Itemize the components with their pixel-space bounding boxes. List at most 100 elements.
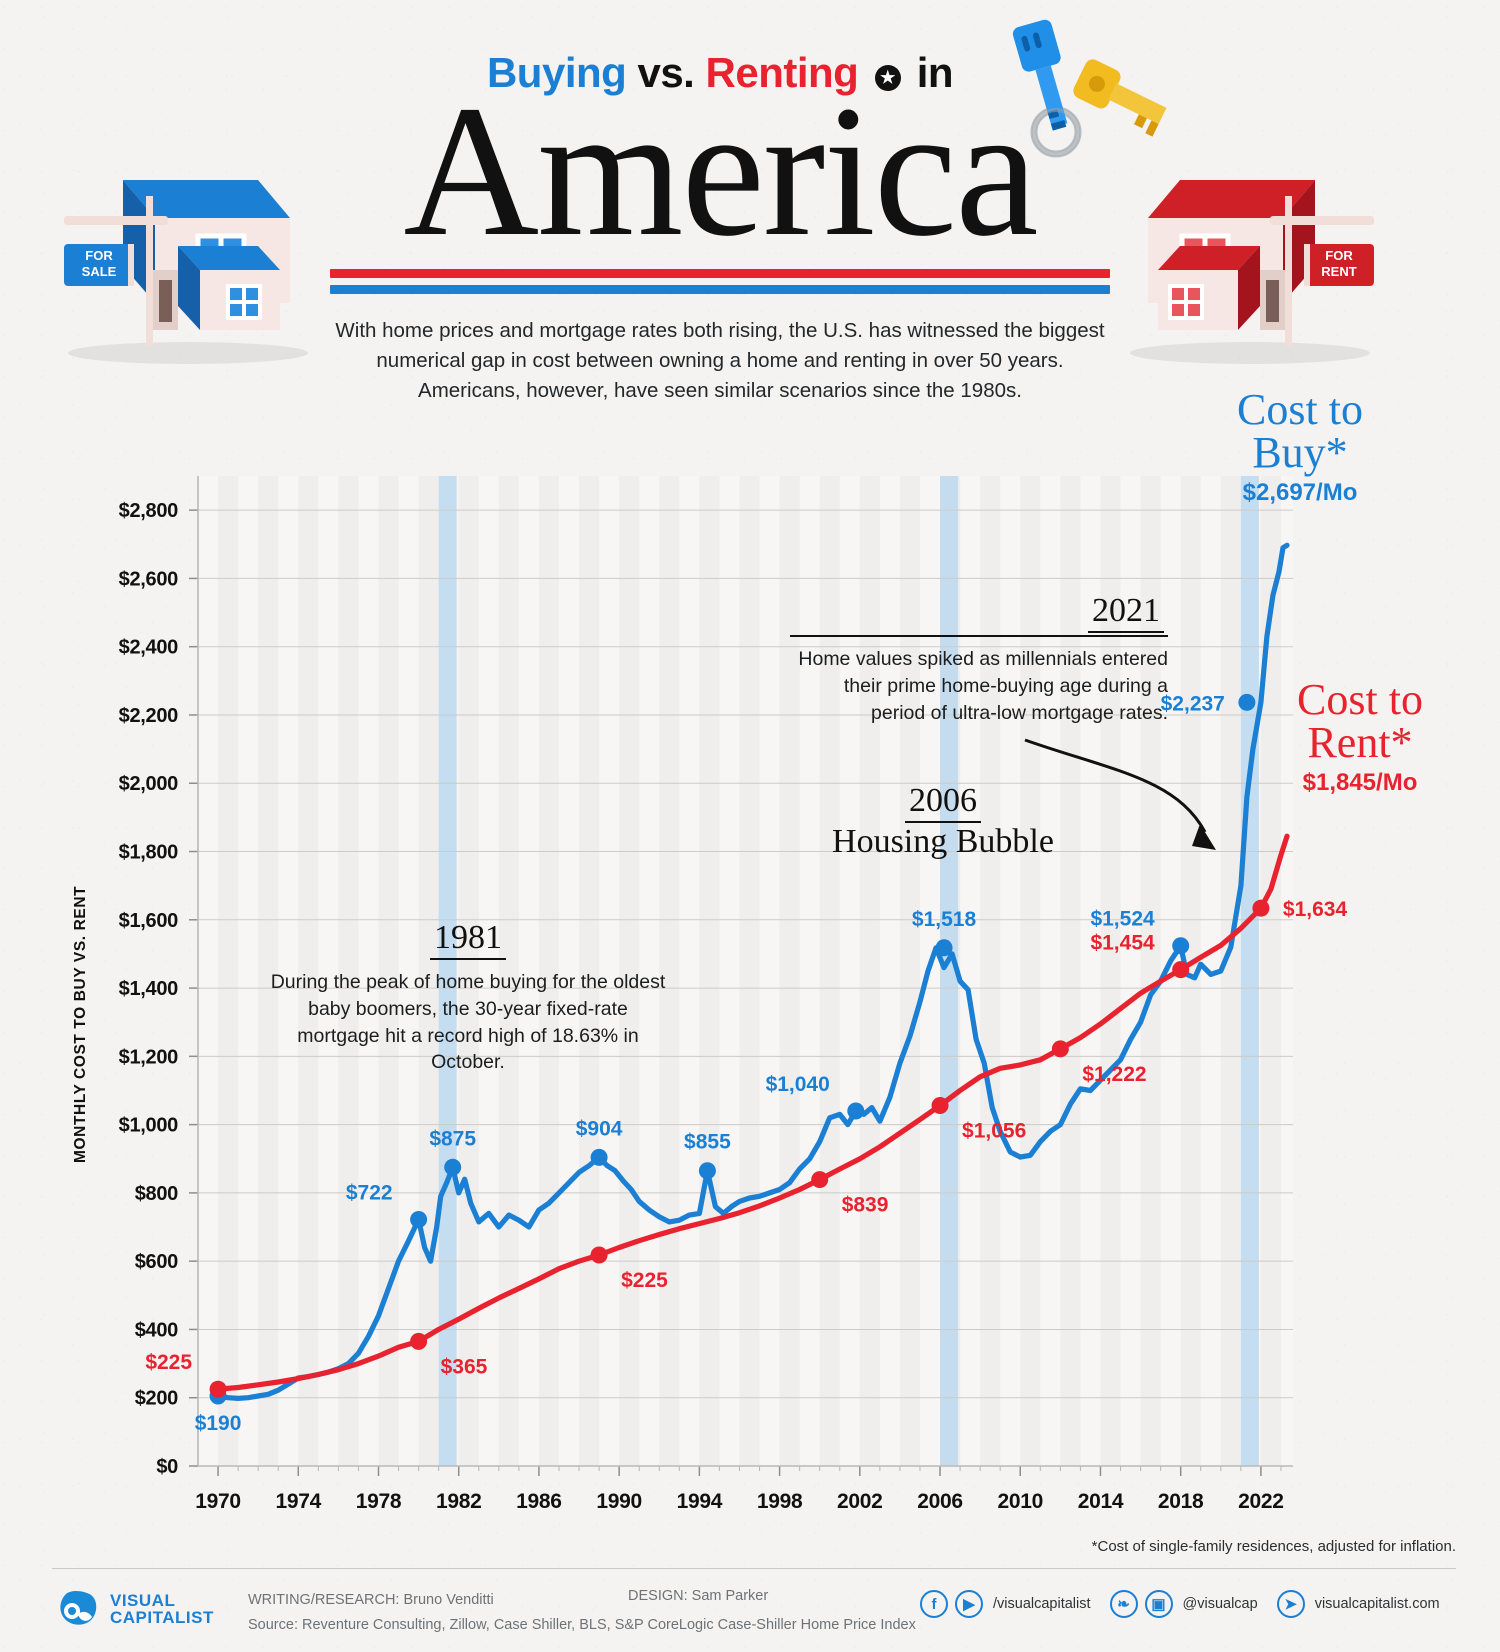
svg-text:1982: 1982: [436, 1490, 482, 1513]
svg-text:$800: $800: [135, 1183, 178, 1205]
svg-text:$200: $200: [135, 1388, 178, 1410]
svg-text:1974: 1974: [276, 1490, 322, 1513]
svg-text:2010: 2010: [997, 1490, 1043, 1513]
svg-text:$1,056: $1,056: [962, 1120, 1026, 1143]
svg-text:$1,454: $1,454: [1090, 932, 1155, 955]
svg-text:1990: 1990: [596, 1490, 642, 1513]
svg-text:$1,222: $1,222: [1082, 1063, 1146, 1086]
svg-text:$1,518: $1,518: [912, 908, 977, 931]
for-sale-sign-text: FOR: [85, 248, 113, 263]
title-block: Buying vs. Renting in America With home …: [330, 52, 1110, 406]
twitter-icon[interactable]: ❧: [1109, 1590, 1138, 1618]
svg-text:$190: $190: [195, 1412, 242, 1435]
svg-text:1998: 1998: [757, 1490, 803, 1513]
annotation-1981-year: 1981: [430, 920, 506, 960]
footer-divider: [52, 1568, 1456, 1569]
cost-to-buy-value: $2,697/Mo: [1242, 479, 1358, 507]
x-axis-ticks: 1970 1974 1978 1982 1986 1990 1994 1998 2002 2006…: [195, 1466, 1284, 1513]
svg-text:$1,040: $1,040: [766, 1073, 830, 1096]
vc-brand-icon: [60, 1591, 97, 1625]
svg-text:2002: 2002: [837, 1490, 883, 1513]
svg-text:2014: 2014: [1078, 1490, 1124, 1513]
house-for-sale-illustration: FOR SALE: [64, 180, 308, 364]
svg-text:$400: $400: [135, 1319, 178, 1341]
svg-text:2022: 2022: [1238, 1490, 1284, 1513]
footer-writing-credit: WRITING/RESEARCH: Bruno Venditti: [248, 1592, 494, 1608]
annotation-2021-body: Home values spiked as millennials entere…: [798, 647, 1168, 724]
svg-text:$1,000: $1,000: [119, 1115, 179, 1137]
svg-text:$904: $904: [576, 1117, 623, 1140]
annotation-2006: 2006 Housing Bubble: [828, 783, 1058, 860]
svg-text:$365: $365: [441, 1355, 488, 1378]
svg-text:1978: 1978: [356, 1490, 402, 1513]
svg-text:$875: $875: [429, 1127, 476, 1150]
annotation-2006-subtitle: Housing Bubble: [832, 822, 1054, 860]
svg-text:SALE: SALE: [82, 264, 117, 279]
cost-to-buy-line2: Buy*: [1252, 428, 1348, 478]
line-chart-svg: $0 $200 $400 $600 $800 $1,000 $1,200 $1,400 $1,6…: [119, 476, 1347, 1513]
series-label-cost-to-rent: Cost to Rent* $1,845/Mo: [1252, 675, 1468, 797]
header: FOR SALE FOR RENT: [0, 0, 1500, 420]
svg-text:$2,600: $2,600: [119, 568, 179, 590]
footer-credits: WRITING/RESEARCH: Bruno Venditti Source:…: [248, 1588, 916, 1639]
vc-wordmark: VISUAL CAPITALIST: [110, 1591, 214, 1627]
youtube-icon[interactable]: ▶: [955, 1590, 983, 1618]
svg-text:1994: 1994: [677, 1490, 723, 1513]
svg-text:$2,800: $2,800: [119, 500, 179, 522]
svg-text:$1,400: $1,400: [119, 978, 179, 1000]
social-links[interactable]: f ▶ /visualcapitalist ❧ ▣ @visualcap ➤ visualca…: [920, 1590, 1452, 1618]
svg-text:$2,000: $2,000: [119, 773, 179, 795]
svg-text:$225: $225: [145, 1351, 192, 1374]
kicker-in: in: [916, 49, 954, 96]
annotation-1981: 1981 During the peak of home buying for …: [268, 920, 668, 1076]
gridlines: [189, 509, 1293, 1467]
kicker-vs: vs.: [637, 49, 695, 96]
instagram-icon[interactable]: ▣: [1144, 1590, 1173, 1618]
svg-text:$2,400: $2,400: [119, 637, 179, 659]
visual-capitalist-logo[interactable]: VISUAL CAPITALIST: [58, 1590, 214, 1628]
svg-text:$1,600: $1,600: [119, 910, 179, 932]
footer-source: Source: Reventure Consulting, Zillow, Ca…: [248, 1617, 916, 1634]
kicker-line: Buying vs. Renting in: [330, 52, 1110, 94]
annotation-arrow-2021: [1024, 738, 1207, 833]
footer-design-credit: DESIGN: Sam Parker: [628, 1588, 769, 1604]
svg-text:$1,200: $1,200: [119, 1046, 179, 1068]
instagram-handle: @visualcap: [1182, 1596, 1258, 1612]
cursor-icon[interactable]: ➤: [1276, 1590, 1305, 1618]
svg-text:$855: $855: [684, 1131, 731, 1154]
svg-text:2018: 2018: [1158, 1490, 1204, 1513]
annotation-2006-year: 2006: [905, 783, 981, 823]
svg-text:RENT: RENT: [1321, 264, 1356, 279]
annotation-1981-body: During the peak of home buying for the o…: [270, 970, 666, 1074]
data-point-labels: $190 $722 $875 $904 $855 $1,040 $1,518 $1,524 $2…: [145, 692, 1347, 1435]
page-title: America: [403, 66, 1038, 275]
svg-text:$1,634: $1,634: [1283, 898, 1348, 921]
svg-text:$839: $839: [842, 1194, 889, 1217]
chart-container: MONTHLY COST TO BUY VS. RENT $0 $200 $400 $…: [0, 387, 1500, 1528]
cost-to-rent-line2: Rent*: [1307, 718, 1413, 768]
annotation-2021-year: 2021: [1088, 593, 1164, 633]
subtitle-text: With home prices and mortgage rates both…: [335, 319, 1105, 402]
y-axis-ticks: $0 $200 $400 $600 $800 $1,000 $1,200 $1,400 $1,6…: [119, 500, 179, 1478]
svg-text:$722: $722: [346, 1182, 393, 1205]
vc-wordmark-line2: CAPITALIST: [110, 1608, 214, 1627]
cost-to-rent-value: $1,845/Mo: [1302, 769, 1418, 797]
house-for-rent-illustration: FOR RENT: [1130, 180, 1374, 364]
cursor-handle: visualcapitalist.com: [1314, 1596, 1440, 1612]
divider-red: [330, 269, 1110, 279]
data-point-markers: [209, 693, 1270, 1405]
svg-text:$1,800: $1,800: [119, 842, 179, 864]
facebook-icon[interactable]: f: [920, 1590, 948, 1618]
youtube-handle: /visualcapitalist: [993, 1596, 1091, 1612]
kicker-buying: Buying: [486, 49, 627, 96]
svg-text:$2,200: $2,200: [119, 705, 179, 727]
annotation-arrowhead-2021: [1192, 824, 1216, 850]
kicker-renting: Renting: [705, 49, 859, 96]
svg-text:$1,524: $1,524: [1090, 908, 1155, 931]
svg-text:$600: $600: [135, 1251, 178, 1273]
for-rent-sign-text: FOR: [1325, 248, 1353, 263]
keys-illustration: [1012, 19, 1167, 158]
svg-text:1986: 1986: [516, 1490, 562, 1513]
cost-to-rent-line1: Cost to: [1297, 675, 1423, 724]
star-badge-icon: [874, 65, 901, 91]
